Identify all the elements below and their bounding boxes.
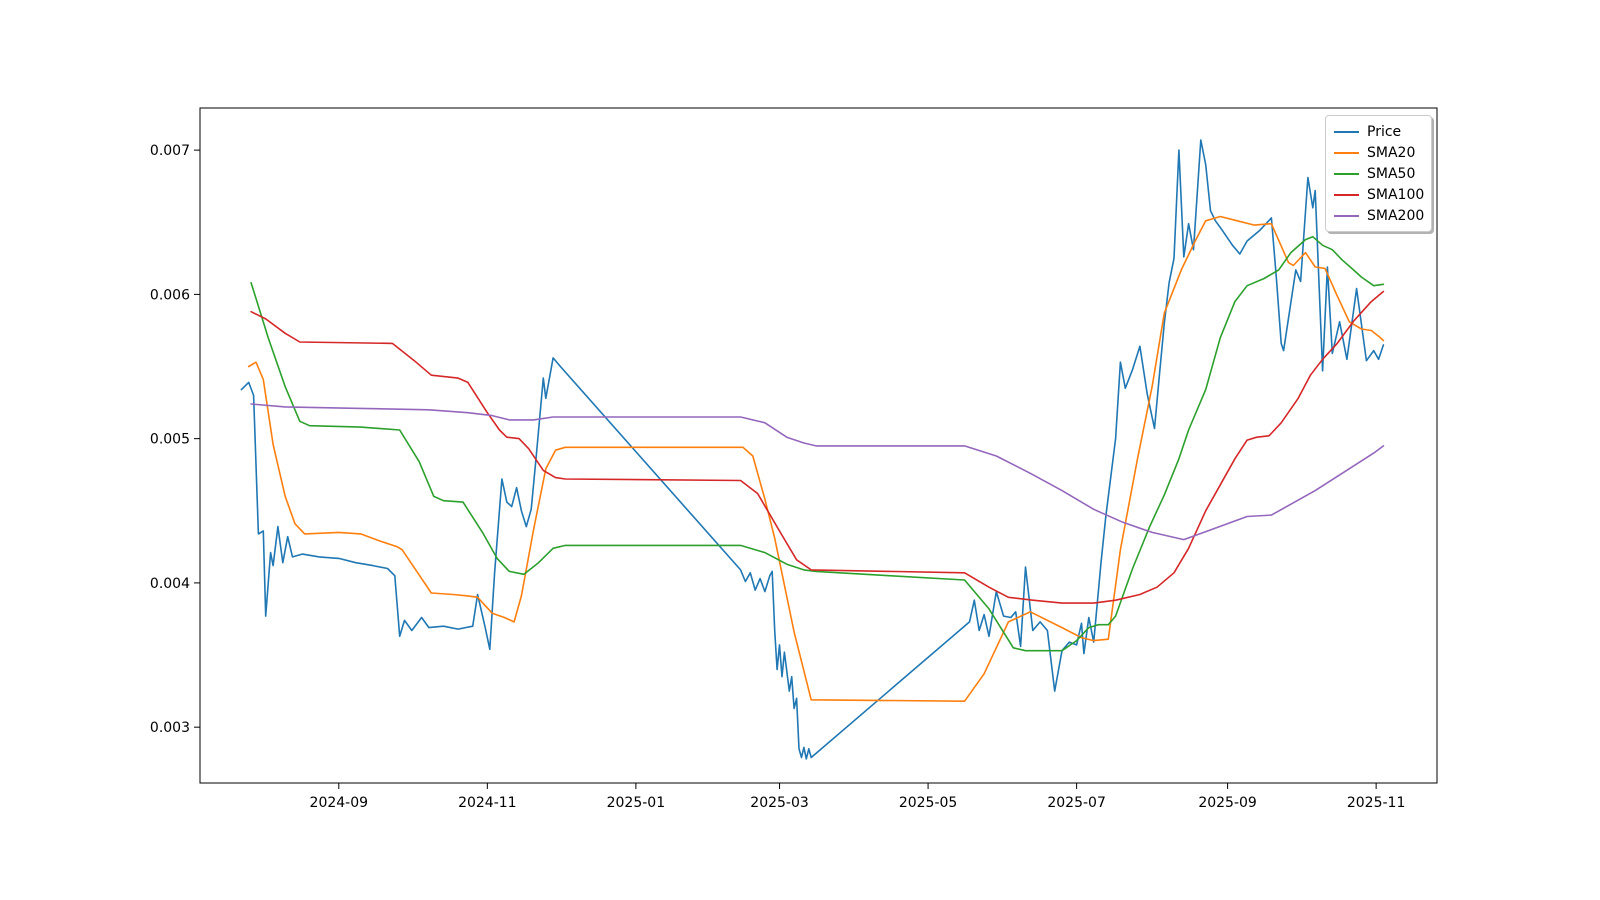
y-tick-label: 0.007 — [150, 143, 190, 159]
legend: Price SMA20 SMA50 SMA100 SMA200 — [1325, 115, 1432, 232]
x-tick-label: 2024-09 — [310, 795, 369, 811]
legend-label: SMA200 — [1367, 207, 1425, 224]
legend-item-sma20: SMA20 — [1334, 142, 1423, 163]
legend-item-price: Price — [1334, 121, 1423, 142]
x-tick-label: 2025-09 — [1198, 795, 1257, 811]
legend-item-sma50: SMA50 — [1334, 163, 1423, 184]
series-line-sma100 — [250, 290, 1385, 604]
x-tick-label: 2025-03 — [750, 795, 809, 811]
legend-label: SMA20 — [1367, 144, 1416, 161]
y-tick-label: 0.003 — [150, 720, 190, 736]
legend-item-sma100: SMA100 — [1334, 184, 1425, 205]
legend-label: SMA50 — [1367, 165, 1416, 182]
plot-border — [199, 107, 1438, 784]
legend-label: Price — [1367, 123, 1402, 140]
series-line-sma20 — [247, 215, 1385, 703]
series-line-sma50 — [250, 235, 1385, 652]
x-tick-label: 2025-05 — [899, 795, 958, 811]
legend-line-sample — [1334, 214, 1359, 217]
x-tick-label: 2024-11 — [458, 795, 517, 811]
series-line-price — [240, 139, 1385, 760]
x-tick-label: 2025-11 — [1347, 795, 1406, 811]
legend-line-sample — [1334, 193, 1359, 196]
legend-line-sample — [1334, 172, 1359, 175]
y-tick-label: 0.005 — [150, 432, 190, 448]
legend-line-sample — [1334, 151, 1359, 154]
legend-label: SMA100 — [1367, 186, 1425, 203]
y-tick-label: 0.004 — [150, 576, 190, 592]
x-tick-label: 2025-01 — [607, 795, 666, 811]
y-tick-label: 0.006 — [150, 287, 190, 303]
legend-item-sma200: SMA200 — [1334, 205, 1425, 226]
series-line-sma200 — [250, 403, 1385, 541]
x-tick-label: 2025-07 — [1047, 795, 1106, 811]
legend-line-sample — [1334, 130, 1359, 133]
